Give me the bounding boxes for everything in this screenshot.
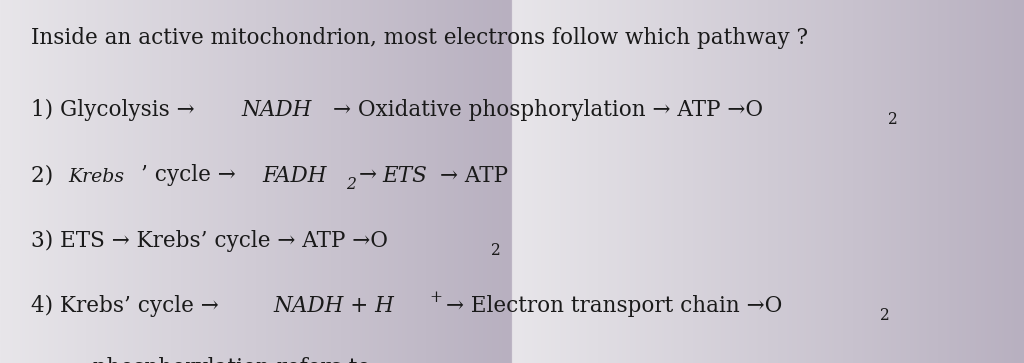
Text: NADH: NADH xyxy=(242,99,312,121)
Text: +: + xyxy=(429,289,442,306)
Text: Inside an active mitochondrion, most electrons follow which pathway ?: Inside an active mitochondrion, most ele… xyxy=(31,26,808,49)
Text: →: → xyxy=(358,164,377,187)
Text: 3) ETS → Krebs’ cycle → ATP →O: 3) ETS → Krebs’ cycle → ATP →O xyxy=(31,230,388,252)
Text: 4) Krebs’ cycle →: 4) Krebs’ cycle → xyxy=(31,295,218,317)
Text: phosphorylation refers to: phosphorylation refers to xyxy=(31,357,370,363)
Text: ’ cycle →: ’ cycle → xyxy=(140,164,236,187)
Text: 2: 2 xyxy=(492,242,501,259)
Text: 1) Glycolysis →: 1) Glycolysis → xyxy=(31,99,195,121)
Text: → Oxidative phosphorylation → ATP →O: → Oxidative phosphorylation → ATP →O xyxy=(333,99,763,121)
Text: 2: 2 xyxy=(888,111,897,128)
Text: FADH: FADH xyxy=(263,164,328,187)
Text: 2: 2 xyxy=(346,176,356,193)
Text: Krebs: Krebs xyxy=(69,167,124,185)
Text: → ATP: → ATP xyxy=(440,164,508,187)
Text: NADH + H: NADH + H xyxy=(273,295,394,317)
Text: 2): 2) xyxy=(31,164,59,187)
Text: ETS: ETS xyxy=(382,164,427,187)
Text: → Electron transport chain →O: → Electron transport chain →O xyxy=(445,295,782,317)
Text: 2: 2 xyxy=(880,307,890,324)
